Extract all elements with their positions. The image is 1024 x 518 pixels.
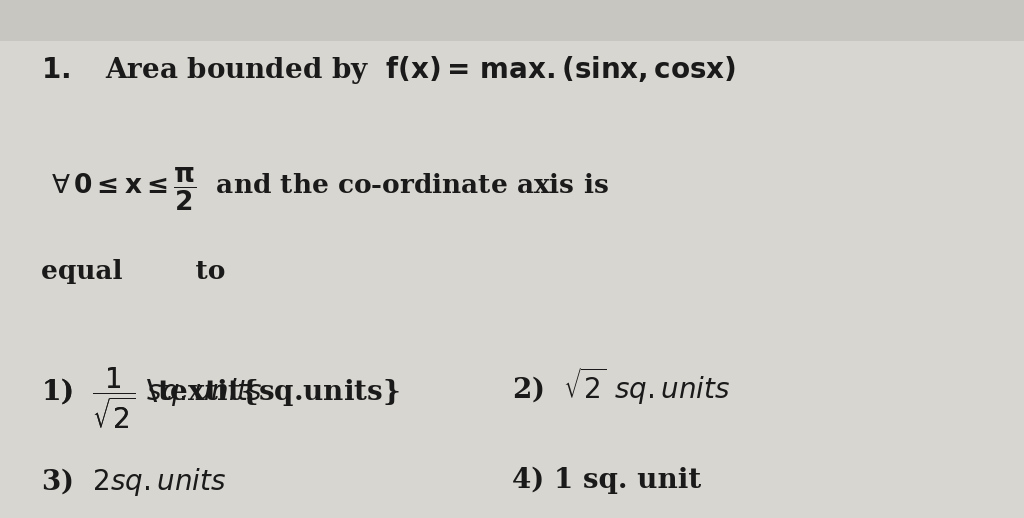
Text: 1)  $\dfrac{1}{\sqrt{2}}$ $\it{sq.units}$: 1) $\dfrac{1}{\sqrt{2}}$ $\it{sq.units}$: [41, 365, 263, 430]
Text: $\mathbf{1.}$   Area bounded by  $\mathbf{f(x)= \,max.(sinx,cosx)}$: $\mathbf{1.}$ Area bounded by $\mathbf{f…: [41, 54, 736, 87]
Text: $\forall\, \mathbf{0 \leq x \leq \dfrac{\pi}{2}}$  and the co-ordinate axis is: $\forall\, \mathbf{0 \leq x \leq \dfrac{…: [51, 166, 609, 213]
Text: 2)  $\sqrt{2}$ $\it{sq.units}$: 2) $\sqrt{2}$ $\it{sq.units}$: [512, 365, 730, 407]
Text: 3)  $\it{2sq.units}$: 3) $\it{2sq.units}$: [41, 466, 226, 498]
Text: 1)  $\dfrac{1}{\sqrt{2}}$ \textit{sq.units}: 1) $\dfrac{1}{\sqrt{2}}$ \textit{sq.unit…: [41, 365, 399, 430]
Bar: [0, 0, 1024, 41]
Text: equal        to: equal to: [41, 259, 225, 284]
Ellipse shape: [333, 0, 691, 5]
Ellipse shape: [256, 0, 768, 8]
Text: 4) 1 sq. unit: 4) 1 sq. unit: [512, 466, 701, 494]
